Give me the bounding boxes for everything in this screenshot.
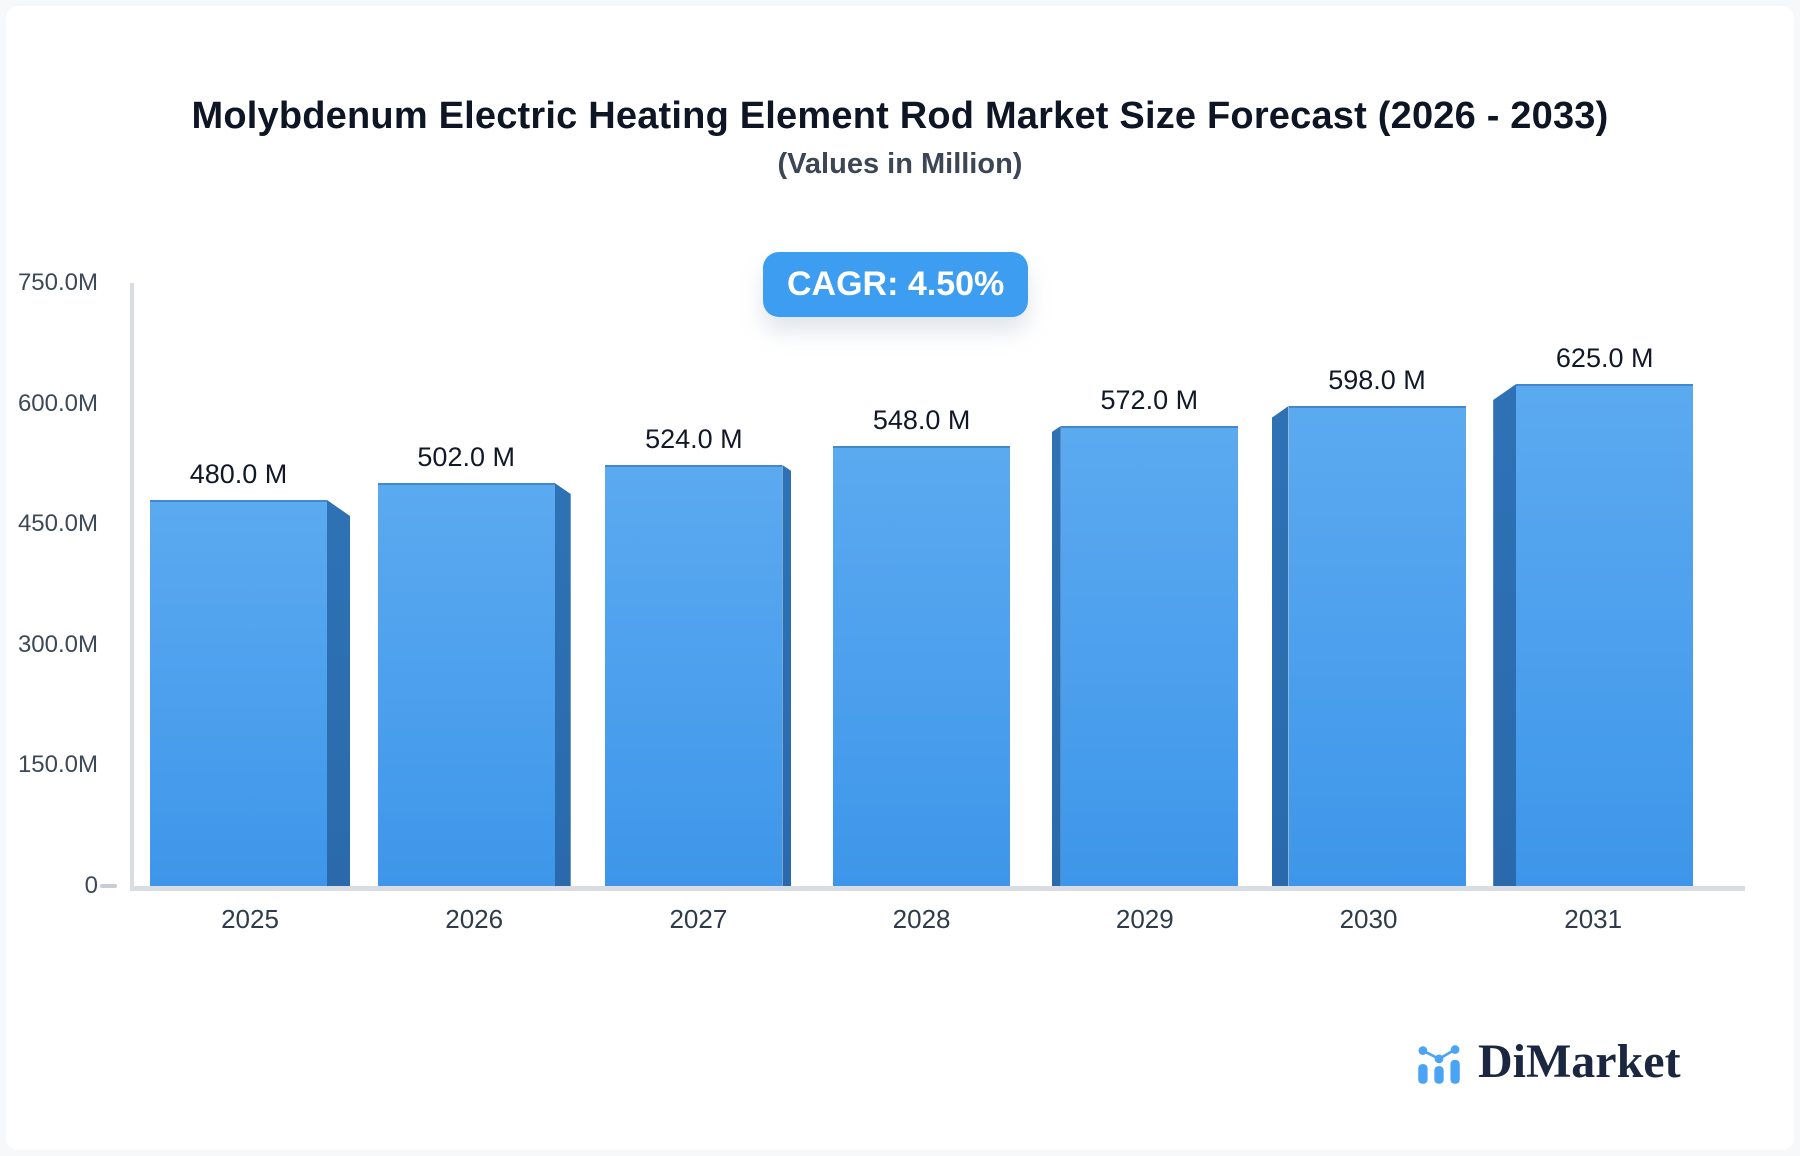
zero-tick-dash — [100, 884, 117, 888]
bar-value-label: 480.0 M — [189, 459, 288, 489]
brand-name: DiMarket — [1478, 1035, 1681, 1088]
y-tick-label: 0 — [84, 872, 98, 899]
bar-value-label: 625.0 M — [1555, 343, 1654, 373]
x-tick-label-2027: 2027 — [669, 904, 728, 934]
bar-2030[interactable] — [1288, 406, 1466, 886]
bar-2026[interactable] — [377, 483, 555, 886]
bar-value-label: 598.0 M — [1328, 365, 1426, 395]
bar-side-2030 — [1271, 406, 1289, 886]
bar-2031[interactable] — [1516, 384, 1694, 886]
bar-2025[interactable] — [150, 500, 327, 886]
brand-logo: DiMarket — [1412, 1036, 1681, 1088]
bar-side-2025 — [327, 500, 350, 886]
y-tick-label: 150.0M — [17, 751, 98, 779]
bar-2028[interactable] — [833, 446, 1011, 886]
y-axis-line — [130, 283, 134, 891]
x-tick-label-2029: 2029 — [1115, 904, 1174, 934]
y-tick-label: 300.0M — [17, 630, 98, 658]
x-tick-label-2028: 2028 — [892, 904, 951, 934]
bar-value-label: 502.0 M — [417, 442, 515, 472]
x-tick-label-2026: 2026 — [445, 904, 504, 934]
chart-title: Molybdenum Electric Heating Element Rod … — [191, 95, 1609, 137]
bar-side-2031 — [1493, 384, 1517, 886]
cagr-badge: CAGR: 4.50% — [763, 252, 1029, 317]
x-tick-label-2025: 2025 — [221, 904, 279, 934]
bar-side-2026 — [554, 483, 571, 886]
x-tick-label-2031: 2031 — [1564, 904, 1623, 934]
y-tick-label: 450.0M — [17, 510, 98, 538]
mini-bar-chart-icon — [1418, 1045, 1460, 1084]
bar-value-label: 572.0 M — [1100, 385, 1199, 415]
bar-side-2027 — [782, 465, 792, 886]
x-tick-label-2030: 2030 — [1339, 904, 1398, 934]
bar-side-2029 — [1051, 426, 1061, 886]
bar-2029[interactable] — [1060, 426, 1238, 886]
bar-value-label: 524.0 M — [645, 424, 743, 454]
y-tick-label: 750.0M — [17, 269, 98, 297]
bar-value-label: 548.0 M — [872, 405, 971, 435]
bar-2027[interactable] — [605, 465, 783, 886]
chart-subtitle: (Values in Million) — [777, 148, 1023, 180]
y-tick-label: 600.0M — [17, 389, 98, 417]
x-axis-line — [130, 886, 1745, 891]
